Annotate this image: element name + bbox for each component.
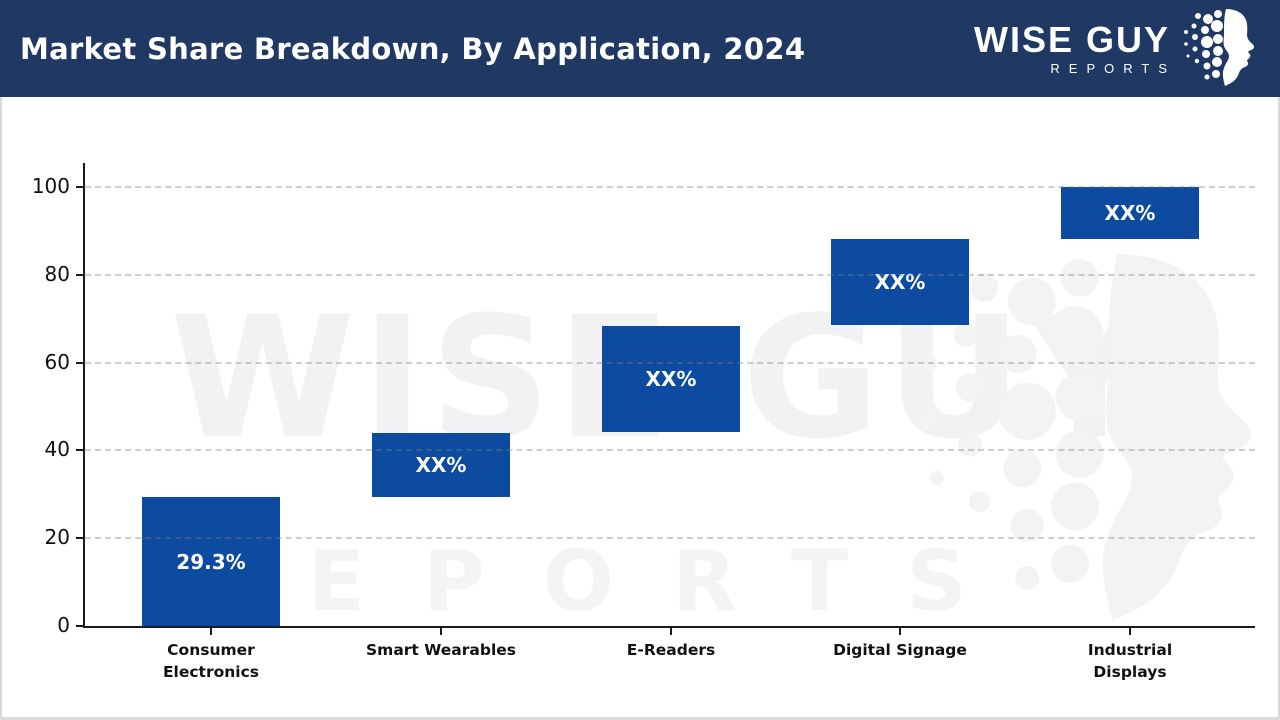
header-bar: Market Share Breakdown, By Application, …	[0, 0, 1280, 97]
bar-value-label: XX%	[645, 367, 697, 392]
waterfall-bar: XX%	[372, 432, 510, 498]
head-profile-icon	[1174, 6, 1258, 92]
waterfall-bar: XX%	[1061, 187, 1199, 239]
logo-text: WISE GUY REPORTS	[973, 18, 1170, 76]
waterfall-bar: XX%	[602, 326, 740, 432]
wise-guy-reports-logo: WISE GUY REPORTS	[974, 6, 1258, 92]
waterfall-bar: XX%	[831, 238, 969, 325]
chart-title: Market Share Breakdown, By Application, …	[20, 31, 806, 66]
bar-value-label: XX%	[874, 269, 926, 294]
bar-value-label: XX%	[1104, 200, 1156, 225]
logo-wordmark: WISE GUY	[973, 18, 1170, 60]
bar-value-label: 29.3%	[176, 549, 246, 574]
waterfall-bar: 29.3%	[142, 497, 280, 626]
bar-value-label: XX%	[415, 453, 467, 478]
logo-subtitle: REPORTS	[1050, 60, 1176, 76]
